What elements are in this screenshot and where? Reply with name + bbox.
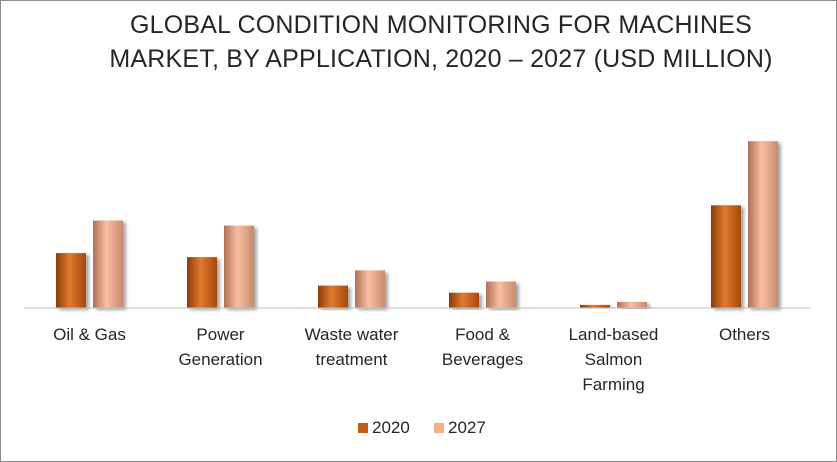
chart-title-line-1: GLOBAL CONDITION MONITORING FOR MACHINES [130, 11, 752, 39]
bar-2027-0 [93, 220, 123, 308]
bar-2020-3 [449, 292, 479, 308]
bar-2020-2 [318, 285, 348, 308]
bar-2027-5 [748, 141, 778, 308]
legend-label-2020: 2020 [372, 418, 410, 437]
bar-2027-3 [486, 281, 516, 308]
bar-2020-5 [711, 205, 741, 308]
category-label-4: Land-based Salmon Farming [569, 325, 659, 394]
legend: 2020 2027 [358, 418, 486, 437]
bar-2020-1 [187, 257, 217, 308]
category-label-2: Waste water treatment [305, 325, 399, 369]
bars-group [56, 141, 778, 308]
bar-2027-4 [617, 301, 647, 308]
category-label-1: Power Generation [178, 325, 262, 369]
category-labels-group: Oil & Gas Power Generation Waste water treat… [53, 325, 770, 394]
category-label-3: Food & Beverages [442, 325, 523, 369]
bar-2027-2 [355, 270, 385, 308]
category-label-0: Oil & Gas [53, 325, 126, 344]
legend-label-2027: 2027 [448, 418, 486, 437]
bar-2020-0 [56, 253, 86, 308]
category-label-5: Others [719, 325, 770, 344]
legend-swatch-2020 [358, 423, 368, 433]
legend-swatch-2027 [434, 423, 444, 433]
bar-2020-4 [580, 304, 610, 308]
chart-title-line-2: MARKET, BY APPLICATION, 2020 – 2027 (USD… [109, 45, 773, 73]
bar-2027-1 [224, 225, 254, 308]
